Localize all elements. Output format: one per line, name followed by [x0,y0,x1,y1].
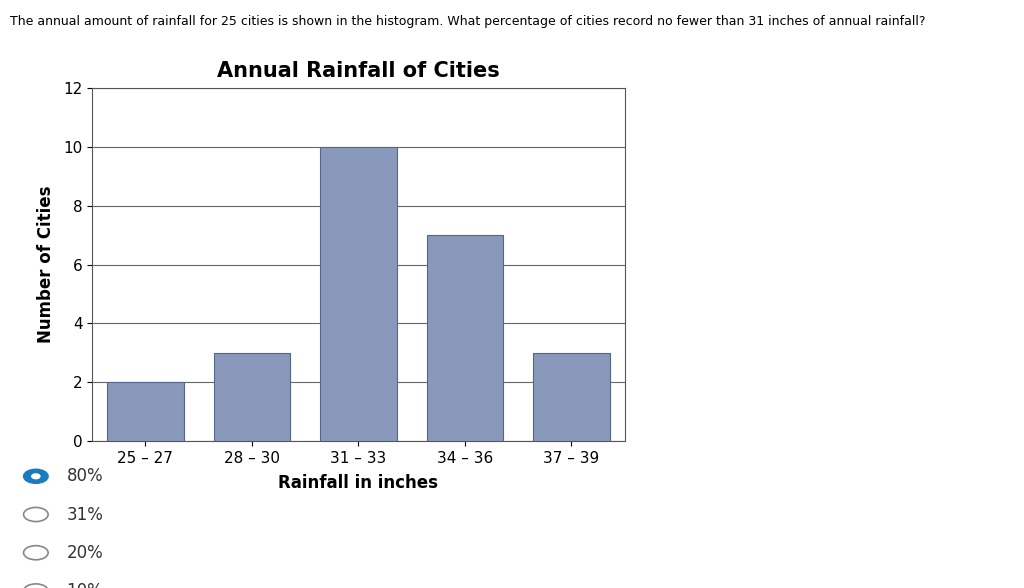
Y-axis label: Number of Cities: Number of Cities [37,186,55,343]
Text: 80%: 80% [67,467,103,485]
Text: 10%: 10% [67,582,103,588]
Bar [534,353,609,441]
Bar [214,353,290,441]
X-axis label: Rainfall in inches: Rainfall in inches [279,474,438,492]
Title: Annual Rainfall of Cities: Annual Rainfall of Cities [217,61,500,81]
Bar [108,382,183,441]
Text: 31%: 31% [67,506,103,523]
Text: 20%: 20% [67,544,103,562]
Bar [427,235,503,441]
Text: The annual amount of rainfall for 25 cities is shown in the histogram. What perc: The annual amount of rainfall for 25 cit… [10,15,926,28]
Bar [321,147,396,441]
